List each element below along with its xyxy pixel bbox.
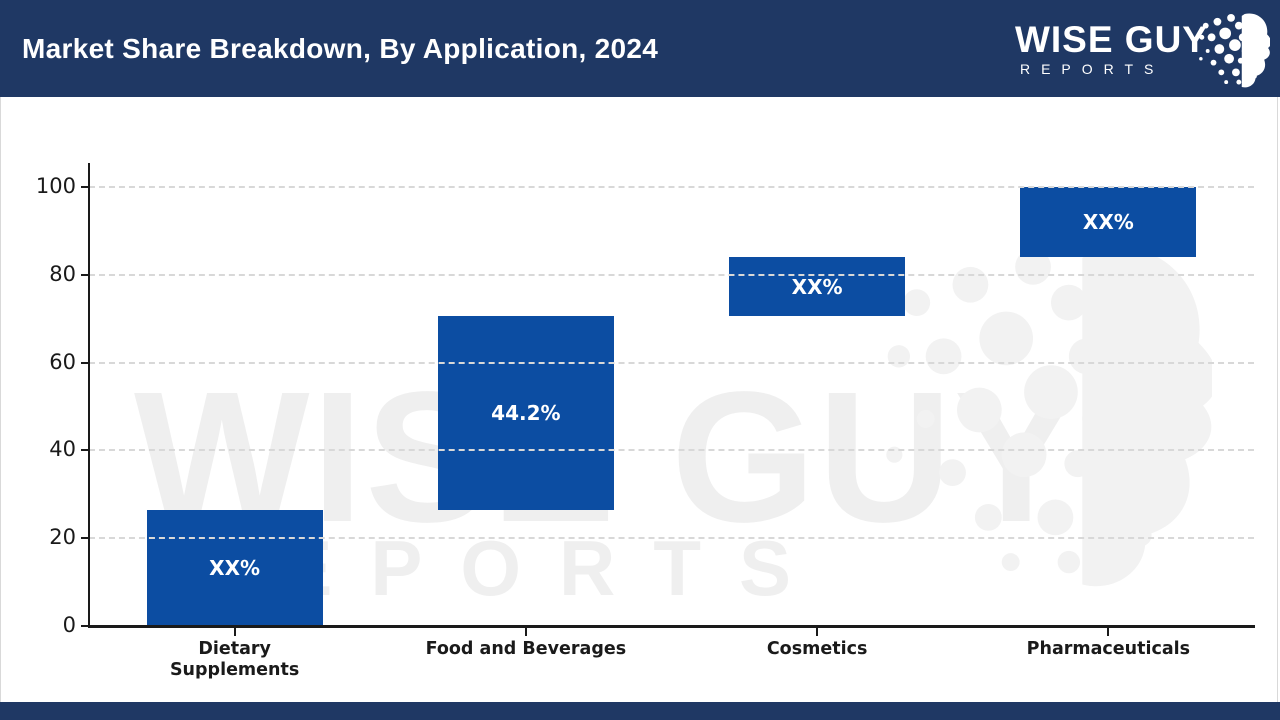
y-tick-mark (81, 361, 89, 364)
logo-wordmark: WISE GUY (1014, 19, 1208, 60)
footer-bar (0, 702, 1280, 720)
bar-value-label: XX% (791, 274, 843, 299)
gridline-40 (89, 449, 1254, 452)
x-tick-mark (1107, 628, 1110, 636)
bar: 44.2% (437, 316, 614, 511)
y-tick-label: 60 (49, 349, 76, 374)
gridline-100 (89, 186, 1254, 188)
bar-value-label: XX% (1082, 210, 1134, 235)
x-category-label-line: Food and Beverages (425, 639, 627, 659)
x-category-label-line: Pharmaceuticals (1026, 639, 1191, 659)
bar: XX% (1020, 187, 1197, 258)
logo-text: WISE GUY REPORTS (1015, 21, 1208, 76)
y-tick-label: 20 (49, 525, 76, 550)
x-category-label: Food and Beverages (376, 639, 676, 660)
wiseguy-logo: WISE GUY REPORTS (1015, 0, 1270, 97)
page-title: Market Share Breakdown, By Application, … (22, 32, 659, 64)
bar: XX% (146, 510, 323, 626)
x-category-label-line: Dietary (198, 639, 271, 659)
gridline-20 (89, 537, 1254, 540)
gridline-80 (89, 273, 1254, 276)
x-category-label: Dietary Supplements (85, 639, 385, 681)
bar-value-label: 44.2% (491, 401, 561, 426)
x-category-label-line: Supplements (169, 660, 300, 680)
x-tick-mark (816, 628, 819, 636)
y-tick-label: 100 (35, 174, 76, 198)
y-tick-mark (81, 273, 89, 276)
bar: XX% (729, 257, 906, 317)
x-category-label: Cosmetics (667, 639, 967, 660)
y-axis-line (88, 163, 90, 628)
gridline-60 (89, 361, 1254, 364)
x-category-label-line: Cosmetics (766, 639, 868, 659)
logo-face-icon (1199, 12, 1270, 87)
x-category-label: Pharmaceuticals (958, 639, 1258, 660)
y-tick-label: 80 (49, 261, 76, 286)
y-tick-mark (81, 537, 89, 540)
bar-value-label: XX% (209, 556, 261, 581)
x-axis-line (88, 625, 1255, 628)
y-tick-label: 40 (49, 437, 76, 462)
y-tick-mark (81, 449, 89, 452)
x-tick-mark (233, 628, 236, 636)
logo-subtext: REPORTS (1019, 61, 1165, 77)
y-tick-mark (81, 186, 89, 188)
y-tick-mark (81, 625, 89, 627)
y-tick-label: 0 (62, 613, 76, 637)
header-bar: Market Share Breakdown, By Application, … (0, 0, 1280, 97)
x-tick-mark (524, 628, 527, 636)
